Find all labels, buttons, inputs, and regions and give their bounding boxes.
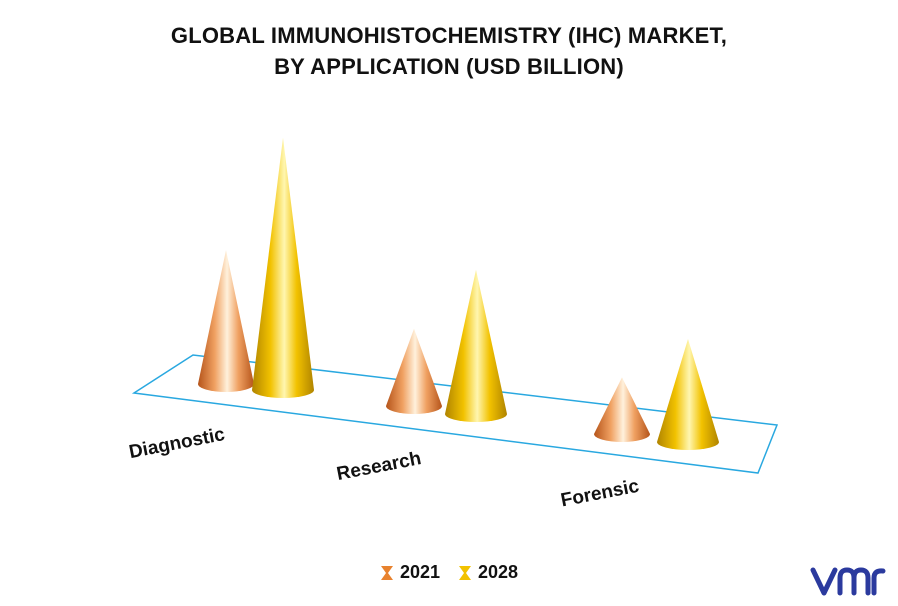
legend-label-2028: 2028 — [478, 562, 519, 582]
chart-title-line-2: BY APPLICATION (USD BILLION) — [274, 54, 624, 79]
category-label-research: Research — [335, 448, 423, 485]
vmr-logo — [810, 567, 886, 596]
category-label-diagnostic: Diagnostic — [127, 424, 227, 463]
cone-research-2028 — [445, 269, 507, 422]
cone-forensic-2021 — [594, 377, 650, 442]
chart-floor — [131, 354, 779, 474]
legend-item-2021: 2021 — [380, 562, 440, 583]
legend-swatch-2021 — [380, 565, 393, 580]
legend: 2021 2028 — [0, 562, 898, 583]
chart-title-line-1: GLOBAL IMMUNOHISTOCHEMISTRY (IHC) MARKET… — [170, 23, 728, 48]
cone-forensic-2028 — [657, 339, 719, 450]
legend-label-2021: 2021 — [399, 562, 440, 582]
legend-item-2028: 2028 — [458, 562, 518, 583]
category-label-forensic: Forensic — [559, 476, 641, 512]
cone-research-2021 — [386, 328, 442, 414]
legend-swatch-2028 — [459, 565, 471, 580]
cone-diagnostic-2021 — [198, 250, 254, 392]
chart-title: GLOBAL IMMUNOHISTOCHEMISTRY (IHC) MARKET… — [0, 20, 898, 82]
cone-diagnostic-2028 — [252, 137, 314, 398]
